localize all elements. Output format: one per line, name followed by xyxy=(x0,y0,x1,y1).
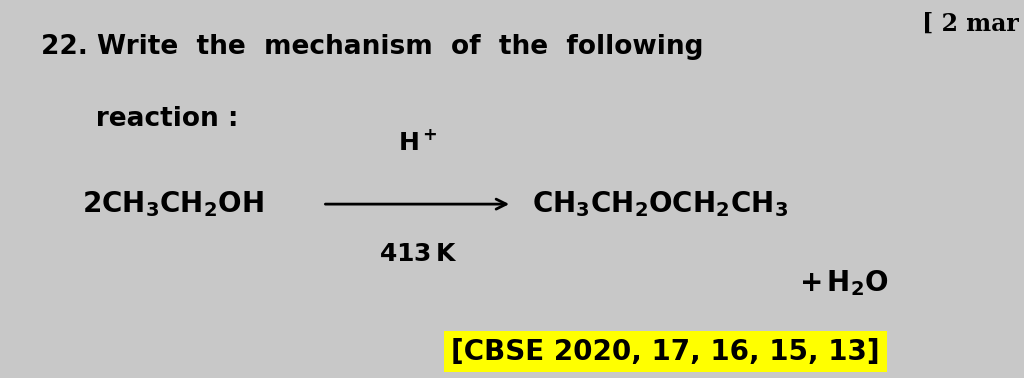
Text: $\mathbf{H^+}$: $\mathbf{H^+}$ xyxy=(398,130,437,155)
Text: $\mathbf{CH_3CH_2OCH_2CH_3}$: $\mathbf{CH_3CH_2OCH_2CH_3}$ xyxy=(532,189,788,219)
Text: $\mathbf{+\,H_2O}$: $\mathbf{+\,H_2O}$ xyxy=(799,269,889,298)
Text: [ 2 mar: [ 2 mar xyxy=(923,11,1019,35)
Text: [CBSE 2020, 17, 16, 15, 13]: [CBSE 2020, 17, 16, 15, 13] xyxy=(452,338,880,366)
Text: 22. Write  the  mechanism  of  the  following: 22. Write the mechanism of the following xyxy=(41,34,703,60)
Text: $\mathbf{413\,K}$: $\mathbf{413\,K}$ xyxy=(379,242,457,266)
Text: reaction :: reaction : xyxy=(41,106,239,132)
Text: $\mathbf{2CH_3CH_2OH}$: $\mathbf{2CH_3CH_2OH}$ xyxy=(82,189,264,219)
